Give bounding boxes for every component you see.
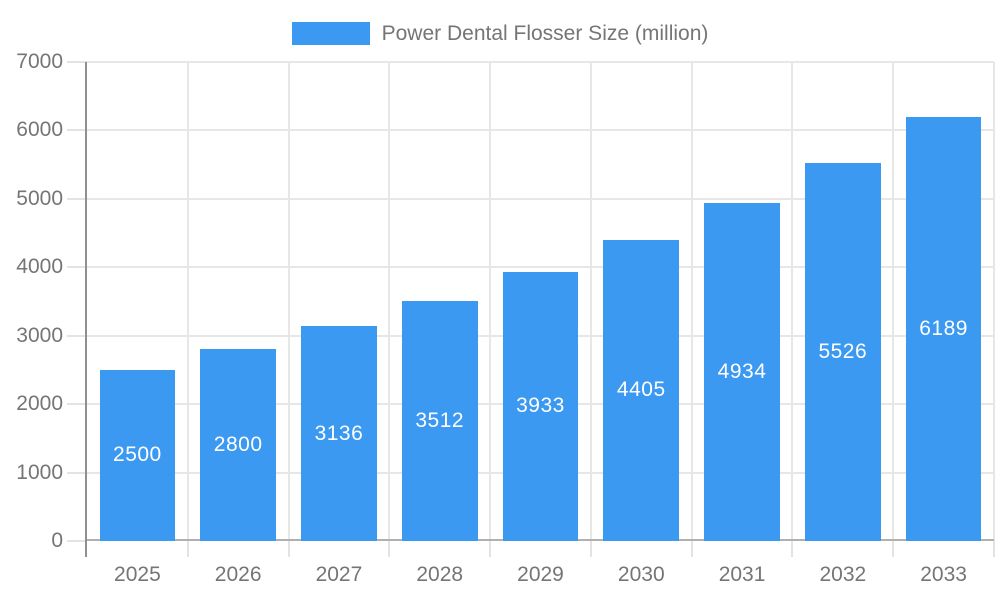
gridline-vertical: [489, 62, 492, 541]
y-axis-tick: [67, 266, 87, 269]
bar: [401, 300, 478, 541]
x-axis-tick: [287, 541, 290, 557]
x-tick-label: 2025: [114, 563, 161, 586]
bar-value-label: 3512: [415, 408, 465, 432]
legend-label: Power Dental Flosser Size (million): [381, 22, 709, 45]
x-axis-tick: [791, 541, 794, 557]
y-axis-tick: [67, 197, 87, 200]
y-tick-label: 5000: [16, 186, 63, 210]
y-tick-label: 4000: [16, 255, 63, 279]
x-axis-tick: [388, 541, 391, 557]
x-tick-label: 2030: [617, 563, 665, 586]
gridline-horizontal: [87, 129, 994, 132]
gridline-vertical: [690, 62, 693, 541]
bar: [502, 271, 579, 541]
gridline-vertical: [791, 62, 794, 541]
bar-value-label: 4934: [717, 360, 767, 384]
y-tick-label: 3000: [16, 323, 63, 347]
plot-area: 0 1000 2000 3000 4000 5000 6000 7000 2500 2025 280…: [16, 50, 995, 586]
x-tick-label: 2031: [718, 563, 766, 586]
x-tick-label: 2032: [819, 563, 867, 586]
x-axis-tick: [690, 541, 693, 557]
x-axis-tick: [589, 541, 592, 557]
y-tick-label: 0: [51, 529, 63, 552]
gridline-vertical: [186, 62, 189, 541]
bar: [200, 349, 276, 541]
x-axis-tick: [993, 541, 995, 557]
gridline-vertical: [892, 62, 895, 541]
bar: [805, 162, 881, 541]
gridline-vertical: [287, 62, 290, 541]
x-tick-label: 2033: [920, 563, 967, 586]
y-tick-label: 7000: [16, 50, 63, 73]
gridline-horizontal: [87, 266, 994, 269]
bar: [301, 326, 377, 541]
x-tick-label: 2026: [214, 563, 262, 586]
legend: Power Dental Flosser Size (million): [0, 21, 1000, 46]
bar-value-label: 2500: [113, 443, 162, 467]
bar-value-label: 4405: [616, 378, 666, 402]
bar-value-label: 3136: [314, 421, 364, 445]
gridline-vertical: [589, 62, 592, 541]
y-axis-tick: [67, 61, 87, 63]
bar: [704, 203, 780, 541]
x-axis-tick: [892, 541, 895, 557]
legend-swatch-icon: [291, 22, 370, 45]
y-axis-line: [85, 62, 87, 557]
y-axis-tick: [67, 471, 87, 474]
y-tick-label: 1000: [16, 460, 63, 484]
x-axis-tick: [489, 541, 492, 557]
bar-value-label: 6189: [919, 317, 968, 341]
gridline-horizontal: [87, 197, 994, 200]
bar-value-label: 3933: [516, 394, 565, 418]
y-axis-tick: [67, 334, 87, 337]
y-axis-tick: [67, 129, 87, 132]
x-tick-label: 2029: [517, 563, 564, 586]
bar: [99, 369, 176, 541]
bar: [905, 117, 982, 541]
bar-value-label: 5526: [818, 339, 868, 363]
y-tick-label: 2000: [16, 392, 63, 416]
bar-value-label: 2800: [213, 433, 263, 457]
gridline-horizontal: [87, 61, 994, 63]
y-axis-tick: [67, 403, 87, 406]
y-tick-label: 6000: [16, 118, 63, 142]
x-axis-tick: [186, 541, 189, 557]
y-axis-tick: [67, 540, 87, 542]
x-tick-label: 2028: [416, 563, 464, 586]
bar: [603, 239, 680, 541]
gridline-vertical: [388, 62, 391, 541]
x-tick-label: 2027: [315, 563, 363, 586]
gridline-vertical: [993, 62, 995, 541]
